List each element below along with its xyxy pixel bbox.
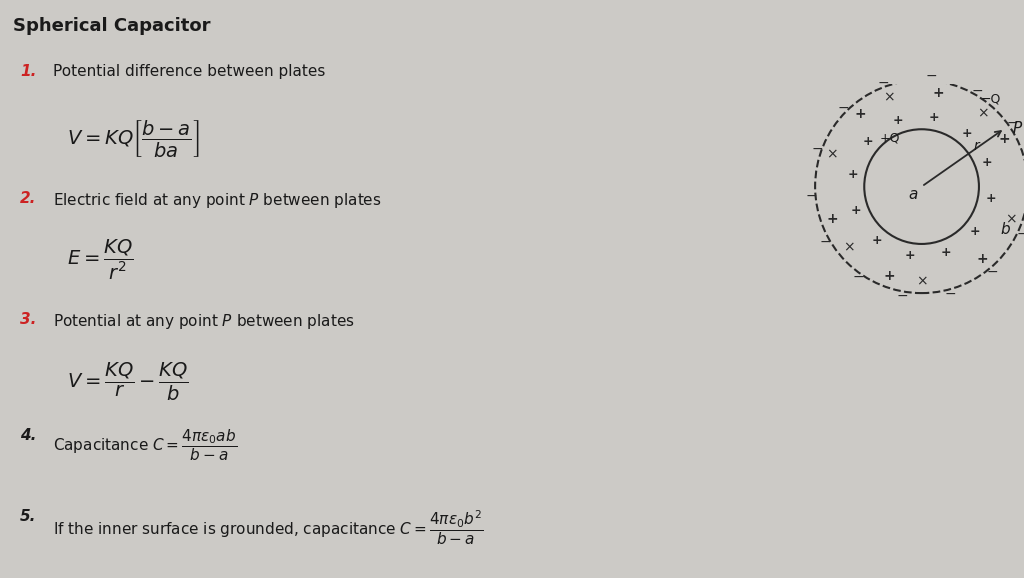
Text: +: + — [932, 86, 944, 100]
Text: −: − — [806, 189, 817, 203]
Text: +: + — [982, 156, 992, 169]
Text: ×: × — [1006, 212, 1017, 226]
Text: Capacitance $C = \dfrac{4\pi\varepsilon_0 ab}{b-a}$: Capacitance $C = \dfrac{4\pi\varepsilon_… — [53, 428, 238, 463]
Text: If the inner surface is grounded, capacitance $C = \dfrac{4\pi\varepsilon_0 b^2}: If the inner surface is grounded, capaci… — [53, 509, 484, 547]
Text: +: + — [826, 212, 838, 226]
Text: −: − — [1016, 227, 1024, 240]
Text: ×: × — [884, 90, 895, 104]
Text: +: + — [855, 107, 866, 121]
Text: 5.: 5. — [20, 509, 36, 524]
Text: +: + — [862, 135, 873, 148]
Text: +: + — [962, 127, 972, 139]
Text: +: + — [892, 114, 903, 127]
Text: −Q: −Q — [981, 93, 1001, 106]
Text: a: a — [908, 187, 919, 202]
Text: ×: × — [977, 107, 988, 121]
Text: +: + — [904, 249, 914, 262]
Text: −: − — [820, 235, 831, 249]
Text: +: + — [985, 192, 995, 205]
Text: b: b — [1000, 222, 1011, 237]
Text: ×: × — [826, 147, 838, 161]
Text: −: − — [971, 84, 983, 98]
Text: +: + — [940, 246, 951, 259]
Text: +: + — [998, 132, 1010, 146]
Text: 1.: 1. — [20, 64, 36, 79]
Text: $E = \dfrac{KQ}{r^2}$: $E = \dfrac{KQ}{r^2}$ — [67, 238, 133, 283]
Text: −: − — [852, 271, 864, 284]
Text: −: − — [1007, 116, 1018, 130]
Text: ×: × — [915, 275, 928, 288]
Text: −: − — [897, 288, 908, 303]
Text: +Q: +Q — [880, 131, 900, 144]
Text: −: − — [987, 265, 998, 279]
Text: 3.: 3. — [20, 312, 36, 327]
Text: P: P — [1013, 121, 1022, 136]
Text: +: + — [977, 253, 988, 266]
Text: +: + — [884, 269, 895, 283]
Text: −: − — [926, 69, 937, 83]
Text: $V = \dfrac{KQ}{r} - \dfrac{KQ}{b}$: $V = \dfrac{KQ}{r} - \dfrac{KQ}{b}$ — [67, 361, 188, 402]
Text: −: − — [812, 142, 823, 155]
Text: 2.: 2. — [20, 191, 36, 206]
Text: +: + — [871, 234, 882, 247]
Text: 4.: 4. — [20, 428, 36, 443]
Text: +: + — [851, 204, 861, 217]
Text: r: r — [974, 139, 980, 153]
Text: +: + — [970, 225, 981, 238]
Text: +: + — [848, 168, 858, 181]
Text: Potential difference between plates: Potential difference between plates — [53, 64, 326, 79]
Text: −: − — [878, 76, 890, 90]
Text: Spherical Capacitor: Spherical Capacitor — [13, 17, 211, 35]
Text: ×: × — [843, 240, 855, 255]
Text: Potential at any point $P$ between plates: Potential at any point $P$ between plate… — [53, 312, 355, 331]
Text: +: + — [929, 111, 939, 124]
Text: $V = KQ\left[\dfrac{b-a}{ba}\right]$: $V = KQ\left[\dfrac{b-a}{ba}\right]$ — [67, 118, 200, 159]
Text: Electric field at any point $P$ between plates: Electric field at any point $P$ between … — [53, 191, 382, 210]
Text: −: − — [838, 101, 849, 115]
Text: −: − — [944, 287, 956, 301]
